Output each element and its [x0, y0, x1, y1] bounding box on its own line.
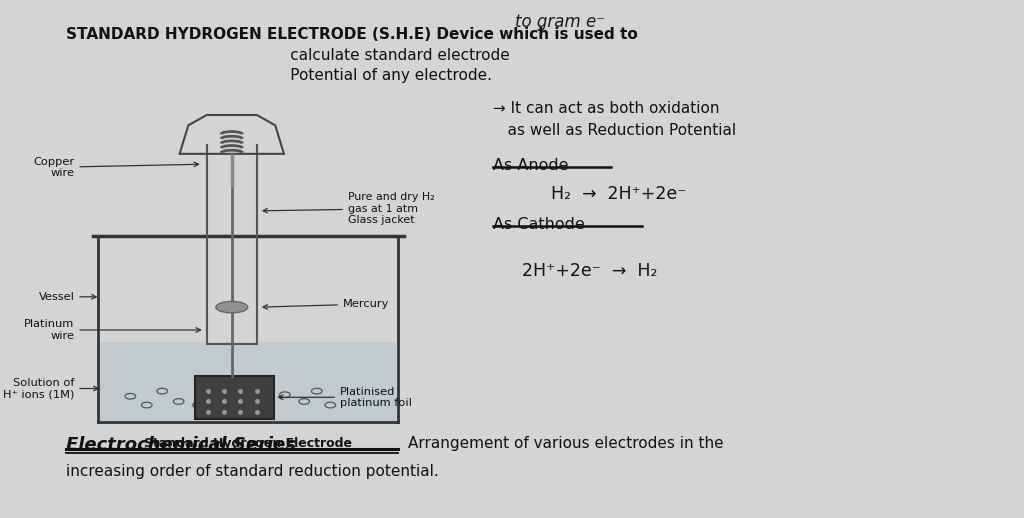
Text: calculate standard electrode: calculate standard electrode [66, 48, 509, 63]
Polygon shape [100, 342, 396, 421]
Text: As Cathode: As Cathode [493, 217, 585, 232]
Bar [196, 376, 274, 419]
Text: to gram e⁻: to gram e⁻ [515, 13, 605, 31]
Text: Solution of
H⁺ ions (1M): Solution of H⁺ ions (1M) [3, 378, 98, 399]
Text: Potential of any electrode.: Potential of any electrode. [66, 68, 492, 83]
Text: Standard Hydrogen Electrode: Standard Hydrogen Electrode [144, 437, 352, 450]
Text: as well as Reduction Potential: as well as Reduction Potential [493, 123, 736, 138]
Text: STANDARD HYDROGEN ELECTRODE (S.H.E) Device which is used to: STANDARD HYDROGEN ELECTRODE (S.H.E) Devi… [66, 27, 637, 42]
Text: 2H⁺+2e⁻  →  H₂: 2H⁺+2e⁻ → H₂ [521, 262, 657, 280]
Text: As Anode: As Anode [493, 158, 568, 173]
Text: Platinum
wire: Platinum wire [24, 319, 201, 341]
Text: Arrangement of various electrodes in the: Arrangement of various electrodes in the [408, 436, 723, 451]
Text: increasing order of standard reduction potential.: increasing order of standard reduction p… [66, 464, 438, 479]
Text: Copper
wire: Copper wire [33, 156, 199, 178]
Ellipse shape [216, 301, 248, 313]
Text: Mercury: Mercury [263, 299, 389, 309]
Text: Pure and dry H₂
gas at 1 atm
Glass jacket: Pure and dry H₂ gas at 1 atm Glass jacke… [263, 192, 434, 225]
Text: H₂  →  2H⁺+2e⁻: H₂ → 2H⁺+2e⁻ [551, 185, 686, 204]
Text: Vessel: Vessel [39, 292, 96, 302]
Text: → It can act as both oxidation: → It can act as both oxidation [493, 101, 719, 116]
Text: Platinised
platinum foil: Platinised platinum foil [279, 386, 412, 408]
Text: Electrochemical Series: Electrochemical Series [66, 436, 296, 454]
